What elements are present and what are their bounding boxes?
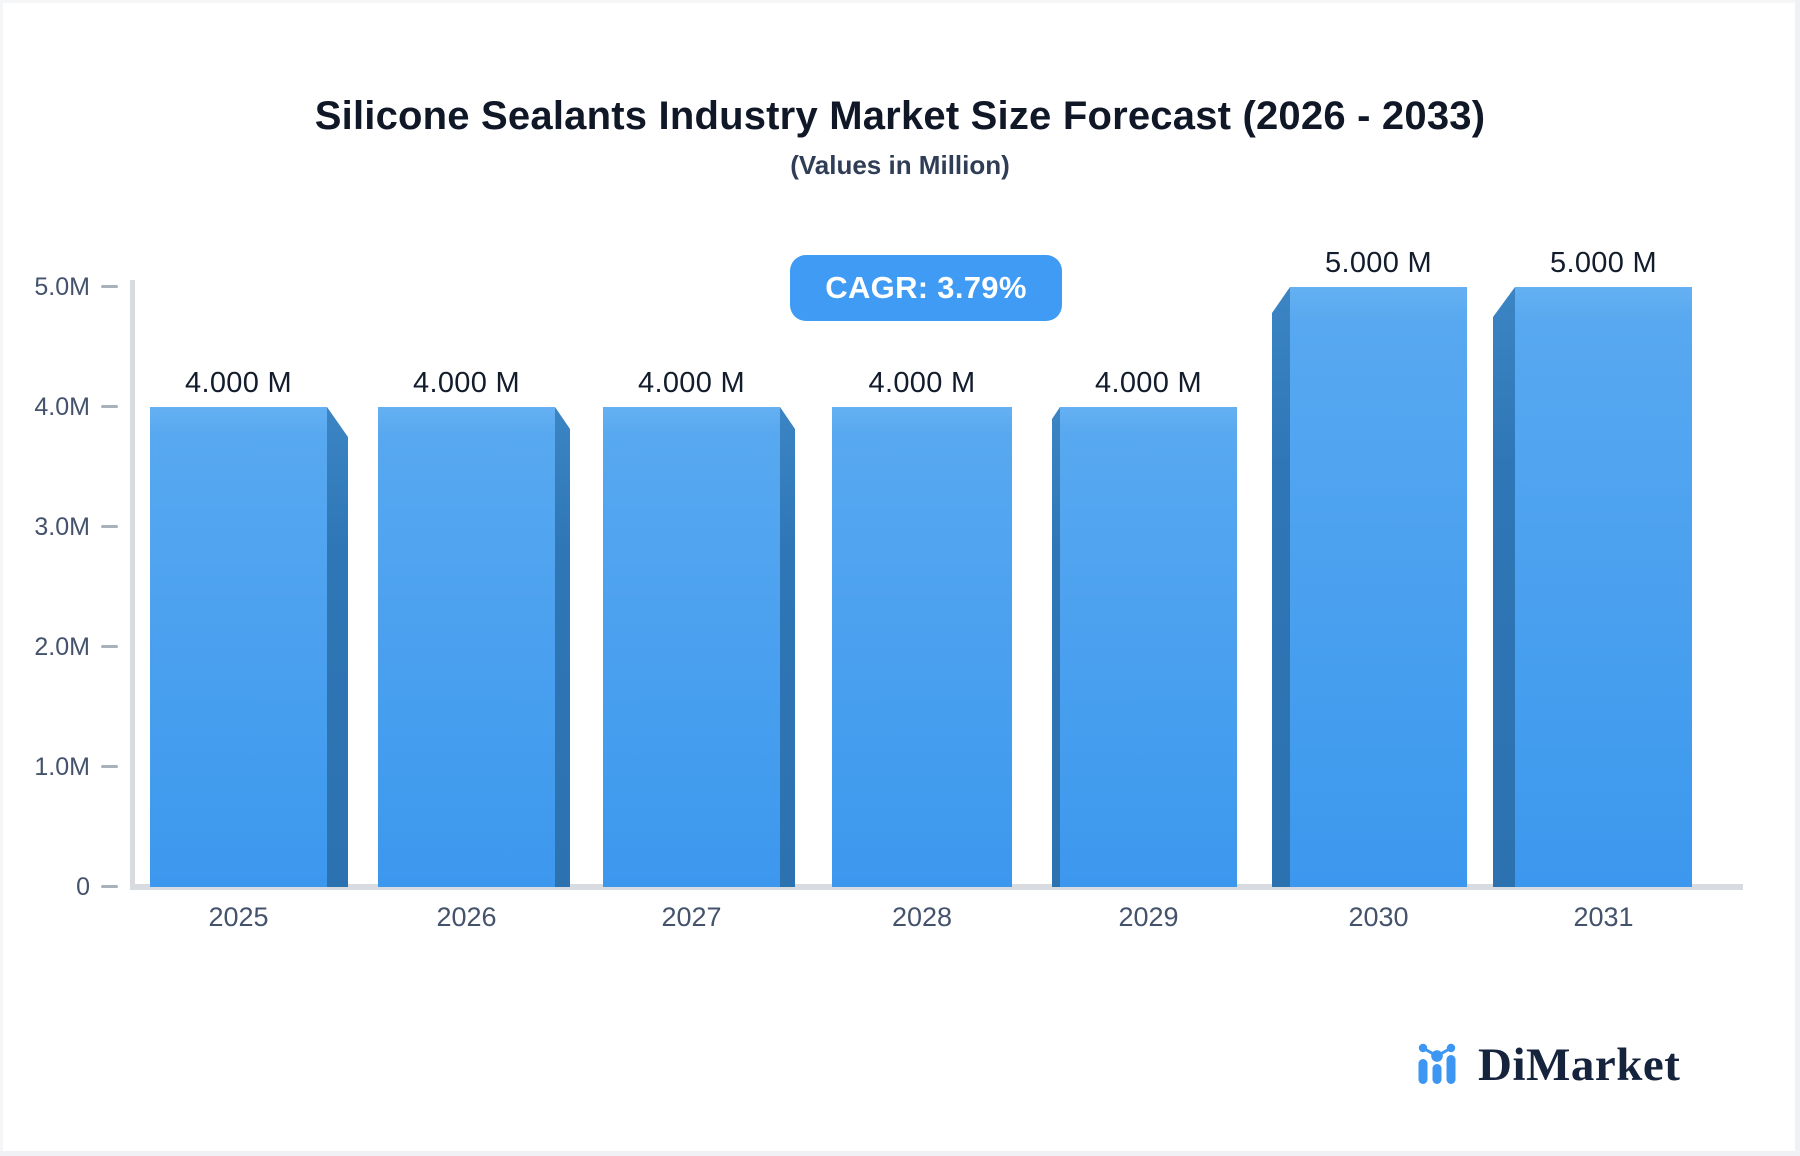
bar-side-2026 xyxy=(555,407,570,887)
bar-2031 xyxy=(1515,287,1692,887)
x-axis-category-label: 2025 xyxy=(208,902,269,932)
x-axis-category-label: 2028 xyxy=(891,902,953,932)
cagr-badge: CAGR: 3.79% xyxy=(790,255,1062,321)
chart-title: Silicone Sealants Industry Market Size F… xyxy=(314,94,1486,138)
y-axis-tick-label: 5.0M xyxy=(34,273,90,301)
y-axis-tick-mark xyxy=(101,645,118,648)
brand-logo-text: DiMarket xyxy=(1478,1039,1681,1091)
x-axis-category-label: 2026 xyxy=(436,902,497,932)
bar-side-2031 xyxy=(1493,287,1515,887)
bar-2027 xyxy=(603,407,780,887)
bar-side-2027 xyxy=(780,407,795,887)
bar-2025 xyxy=(150,407,327,887)
bar-side-2025 xyxy=(327,407,348,887)
bar-2029 xyxy=(1060,407,1237,887)
bar-value-label: 5.000 M xyxy=(1325,247,1432,279)
y-axis-tick-mark xyxy=(101,525,118,528)
x-axis-category-label: 2027 xyxy=(661,902,722,932)
y-axis-tick-label: 4.0M xyxy=(34,393,90,421)
y-axis-tick-label: 3.0M xyxy=(34,513,90,541)
bar-value-label: 4.000 M xyxy=(413,367,520,399)
x-axis-category-label: 2029 xyxy=(1118,902,1179,932)
x-axis-category-label: 2031 xyxy=(1573,902,1634,932)
bar-value-label: 4.000 M xyxy=(185,367,292,399)
cagr-badge-label: CAGR: 3.79% xyxy=(825,270,1027,305)
bar-side-2030 xyxy=(1272,287,1290,887)
bar-value-label: 4.000 M xyxy=(638,367,745,399)
brand-logo: DiMarket xyxy=(1416,1040,1680,1089)
bar-value-label: 4.000 M xyxy=(1095,367,1202,399)
y-axis-tick-label: 0 xyxy=(76,873,90,901)
bar-2026 xyxy=(378,407,555,887)
bar-side-2029 xyxy=(1052,407,1060,887)
bar-chart-logo-icon xyxy=(1418,1043,1456,1084)
y-axis-tick-mark xyxy=(101,765,118,768)
x-axis-line xyxy=(130,884,1743,890)
bar-2030 xyxy=(1290,287,1467,887)
bar-2028 xyxy=(832,407,1012,887)
y-axis-tick-mark xyxy=(101,405,118,408)
bar-value-label: 4.000 M xyxy=(868,367,976,399)
y-axis-tick-label: 1.0M xyxy=(34,753,90,781)
y-axis-tick-label: 2.0M xyxy=(34,633,90,661)
y-axis-line xyxy=(130,280,135,890)
chart-subtitle: (Values in Million) xyxy=(790,150,1010,180)
y-axis-tick-mark xyxy=(101,285,118,288)
bar-value-label: 5.000 M xyxy=(1550,247,1657,279)
y-axis-tick-mark xyxy=(101,885,118,888)
x-axis-category-label: 2030 xyxy=(1348,902,1409,932)
